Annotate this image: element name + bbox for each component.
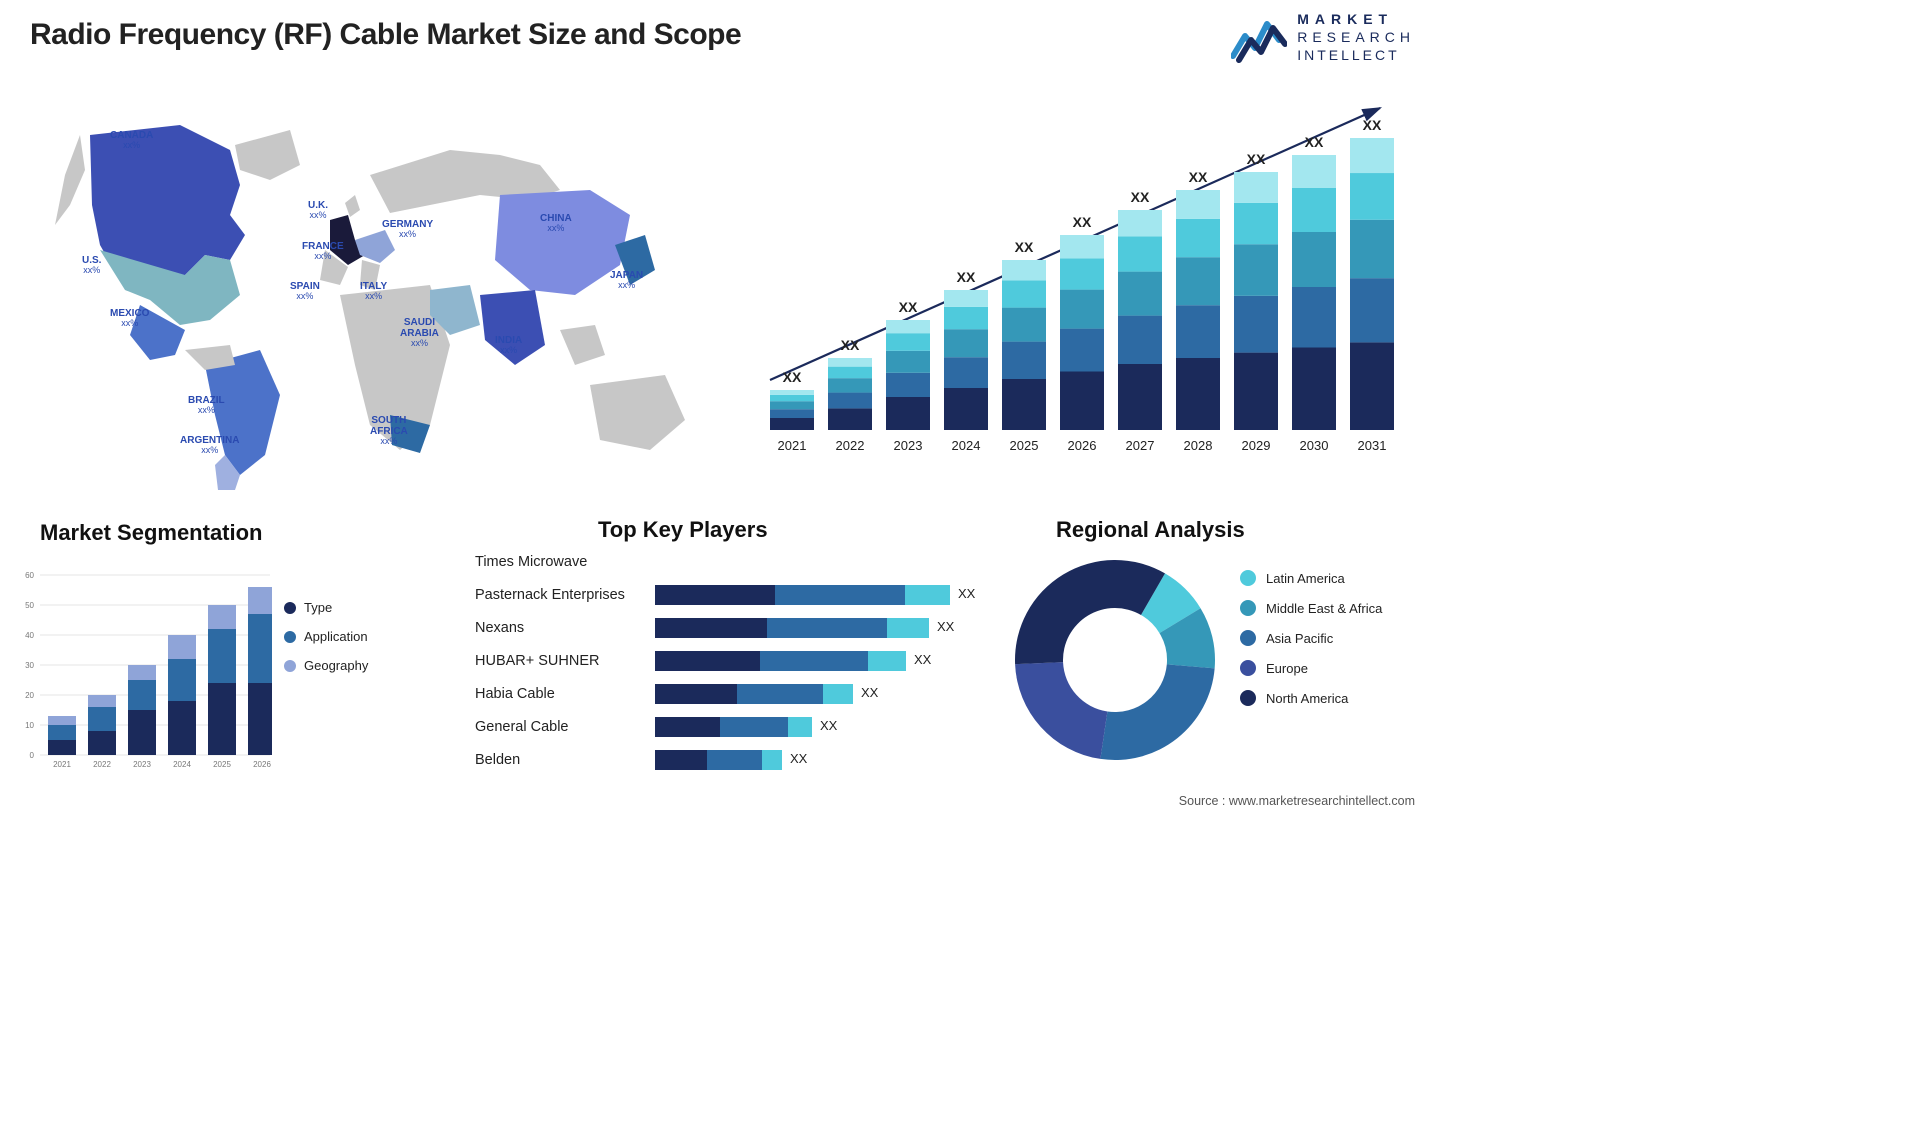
svg-text:10: 10 — [25, 721, 34, 730]
legend-item: Asia Pacific — [1240, 630, 1382, 646]
svg-text:XX: XX — [783, 369, 802, 385]
player-name: General Cable — [475, 719, 655, 735]
legend-item: Type — [284, 600, 368, 615]
map-label: FRANCExx% — [302, 241, 344, 262]
legend-item: Geography — [284, 658, 368, 673]
svg-text:XX: XX — [1073, 214, 1092, 230]
map-label: U.S.xx% — [82, 255, 101, 276]
svg-text:XX: XX — [1305, 134, 1324, 150]
svg-text:XX: XX — [1247, 151, 1266, 167]
map-label: ARGENTINAxx% — [180, 435, 239, 456]
svg-text:2021: 2021 — [778, 438, 807, 453]
player-name: Pasternack Enterprises — [475, 587, 655, 603]
player-row: Pasternack EnterprisesXX — [475, 583, 955, 607]
regional-legend: Latin America Middle East & Africa Asia Pa… — [1240, 570, 1382, 720]
player-row: Habia CableXX — [475, 682, 955, 706]
svg-text:XX: XX — [957, 269, 976, 285]
svg-text:2022: 2022 — [93, 760, 111, 769]
map-label: MEXICOxx% — [110, 308, 149, 329]
map-label: SOUTHAFRICAxx% — [370, 415, 408, 447]
svg-text:XX: XX — [841, 337, 860, 353]
legend-item: Application — [284, 629, 368, 644]
regional-title: Regional Analysis — [1056, 517, 1245, 543]
svg-text:40: 40 — [25, 631, 34, 640]
logo-line2: RESEARCH — [1297, 28, 1415, 46]
map-label: CHINAxx% — [540, 213, 572, 234]
svg-text:30: 30 — [25, 661, 34, 670]
logo-line1: MARKET — [1297, 10, 1415, 28]
map-label: GERMANYxx% — [382, 219, 433, 240]
legend-item: Middle East & Africa — [1240, 600, 1382, 616]
logo-mark-icon — [1231, 10, 1287, 64]
svg-text:2031: 2031 — [1358, 438, 1387, 453]
legend-item: Latin America — [1240, 570, 1382, 586]
logo-line3: INTELLECT — [1297, 46, 1415, 64]
svg-text:XX: XX — [1015, 239, 1034, 255]
svg-text:2025: 2025 — [213, 760, 231, 769]
svg-text:XX: XX — [899, 299, 918, 315]
page-title: Radio Frequency (RF) Cable Market Size a… — [30, 18, 741, 52]
svg-text:2023: 2023 — [894, 438, 923, 453]
segmentation-bar-chart: 0 10 20 30 40 50 60 2021 2022 2023 2024 2025 2026 — [12, 555, 272, 780]
map-label: SPAINxx% — [290, 281, 320, 302]
svg-text:XX: XX — [1363, 117, 1382, 133]
legend-item: Europe — [1240, 660, 1382, 676]
segmentation-title: Market Segmentation — [40, 520, 263, 546]
map-label: INDIAxx% — [495, 335, 522, 356]
svg-text:2023: 2023 — [133, 760, 151, 769]
map-label: ITALYxx% — [360, 281, 387, 302]
player-row: General CableXX — [475, 715, 955, 739]
svg-text:50: 50 — [25, 601, 34, 610]
brand-logo: MARKET RESEARCH INTELLECT — [1231, 10, 1415, 65]
svg-text:2025: 2025 — [1010, 438, 1039, 453]
players-title: Top Key Players — [598, 517, 768, 543]
svg-text:XX: XX — [1131, 189, 1150, 205]
source-label: Source : www.marketresearchintellect.com — [1179, 794, 1415, 808]
map-label: SAUDIARABIAxx% — [400, 317, 439, 349]
player-name: Times Microwave — [475, 554, 655, 570]
regional-donut-chart — [1010, 555, 1220, 765]
market-size-bar-chart: XX 2021 XX 2022 XX 2023 XX 2024 XX 2025 XX 2026 XX 20… — [760, 100, 1410, 470]
svg-text:2022: 2022 — [836, 438, 865, 453]
player-row: BeldenXX — [475, 748, 955, 772]
player-name: Belden — [475, 752, 655, 768]
top-players-bars: Times Microwave Pasternack EnterprisesXX N… — [475, 550, 955, 781]
svg-text:2026: 2026 — [1068, 438, 1097, 453]
legend-item: North America — [1240, 690, 1382, 706]
svg-text:XX: XX — [1189, 169, 1208, 185]
player-name: Habia Cable — [475, 686, 655, 702]
svg-text:2030: 2030 — [1300, 438, 1329, 453]
player-row: HUBAR+ SUHNERXX — [475, 649, 955, 673]
svg-text:2021: 2021 — [53, 760, 71, 769]
map-label: U.K.xx% — [308, 200, 328, 221]
svg-text:20: 20 — [25, 691, 34, 700]
svg-text:60: 60 — [25, 571, 34, 580]
player-row: NexansXX — [475, 616, 955, 640]
player-name: HUBAR+ SUHNER — [475, 653, 655, 669]
world-map: CANADAxx% U.S.xx% MEXICOxx% BRAZILxx% ARGENT… — [30, 95, 710, 490]
player-name: Nexans — [475, 620, 655, 636]
svg-text:0: 0 — [30, 751, 35, 760]
svg-text:2024: 2024 — [952, 438, 981, 453]
player-row: Times Microwave — [475, 550, 955, 574]
svg-text:2027: 2027 — [1126, 438, 1155, 453]
svg-text:2026: 2026 — [253, 760, 271, 769]
map-label: JAPANxx% — [610, 270, 643, 291]
svg-text:2029: 2029 — [1242, 438, 1271, 453]
svg-text:2028: 2028 — [1184, 438, 1213, 453]
map-label: BRAZILxx% — [188, 395, 225, 416]
map-label: CANADAxx% — [110, 130, 153, 151]
svg-text:2024: 2024 — [173, 760, 191, 769]
segmentation-legend: Type Application Geography — [284, 600, 368, 687]
